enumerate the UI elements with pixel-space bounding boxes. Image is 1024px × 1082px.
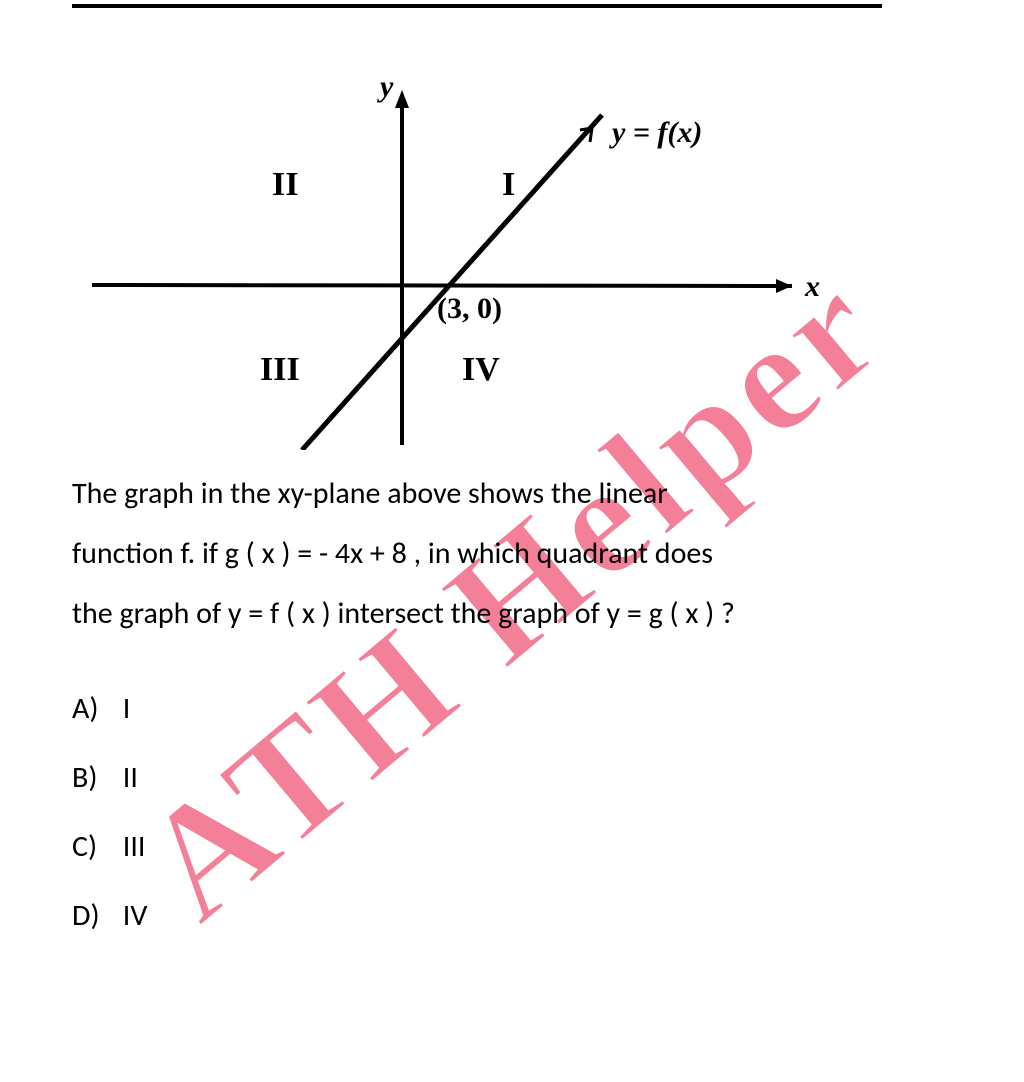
question-line-1: The graph in the xy-plane above shows th… [72,464,892,524]
x-intercept-label: (3, 0) [437,292,502,325]
option-c[interactable]: C) III [72,828,147,865]
option-letter: D) [72,897,116,934]
quadrant-label-iii: III [260,351,300,388]
option-text: II [123,759,138,796]
x-axis [92,285,792,286]
y-axis-arrow [395,90,409,108]
question-line-2: function f. if g ( x ) = - 4x + 8 , in w… [72,524,892,584]
graph-figure: y x II I III IV (3, 0) y = f(x) [72,70,882,450]
option-b[interactable]: B) II [72,759,147,796]
option-letter: B) [72,759,116,796]
option-d[interactable]: D) IV [72,897,147,934]
option-a[interactable]: A) I [72,690,147,727]
top-horizontal-rule [72,4,882,8]
answer-options: A) I B) II C) III D) IV [72,690,147,966]
x-axis-label: x [804,270,820,303]
quadrant-label-iv: IV [462,351,500,388]
y-axis-label: y [377,70,394,103]
option-text: III [123,828,146,865]
line-f [302,115,602,450]
question-line-3: the graph of y = f ( x ) intersect the g… [72,584,892,644]
question-text: The graph in the xy-plane above shows th… [72,464,892,644]
function-label: y = f(x) [609,116,702,149]
option-text: IV [123,897,148,934]
x-axis-arrow [776,279,792,293]
option-letter: A) [72,690,116,727]
option-letter: C) [72,828,116,865]
quadrant-label-ii: II [272,166,298,203]
option-text: I [123,690,131,727]
quadrant-label-i: I [502,166,515,203]
